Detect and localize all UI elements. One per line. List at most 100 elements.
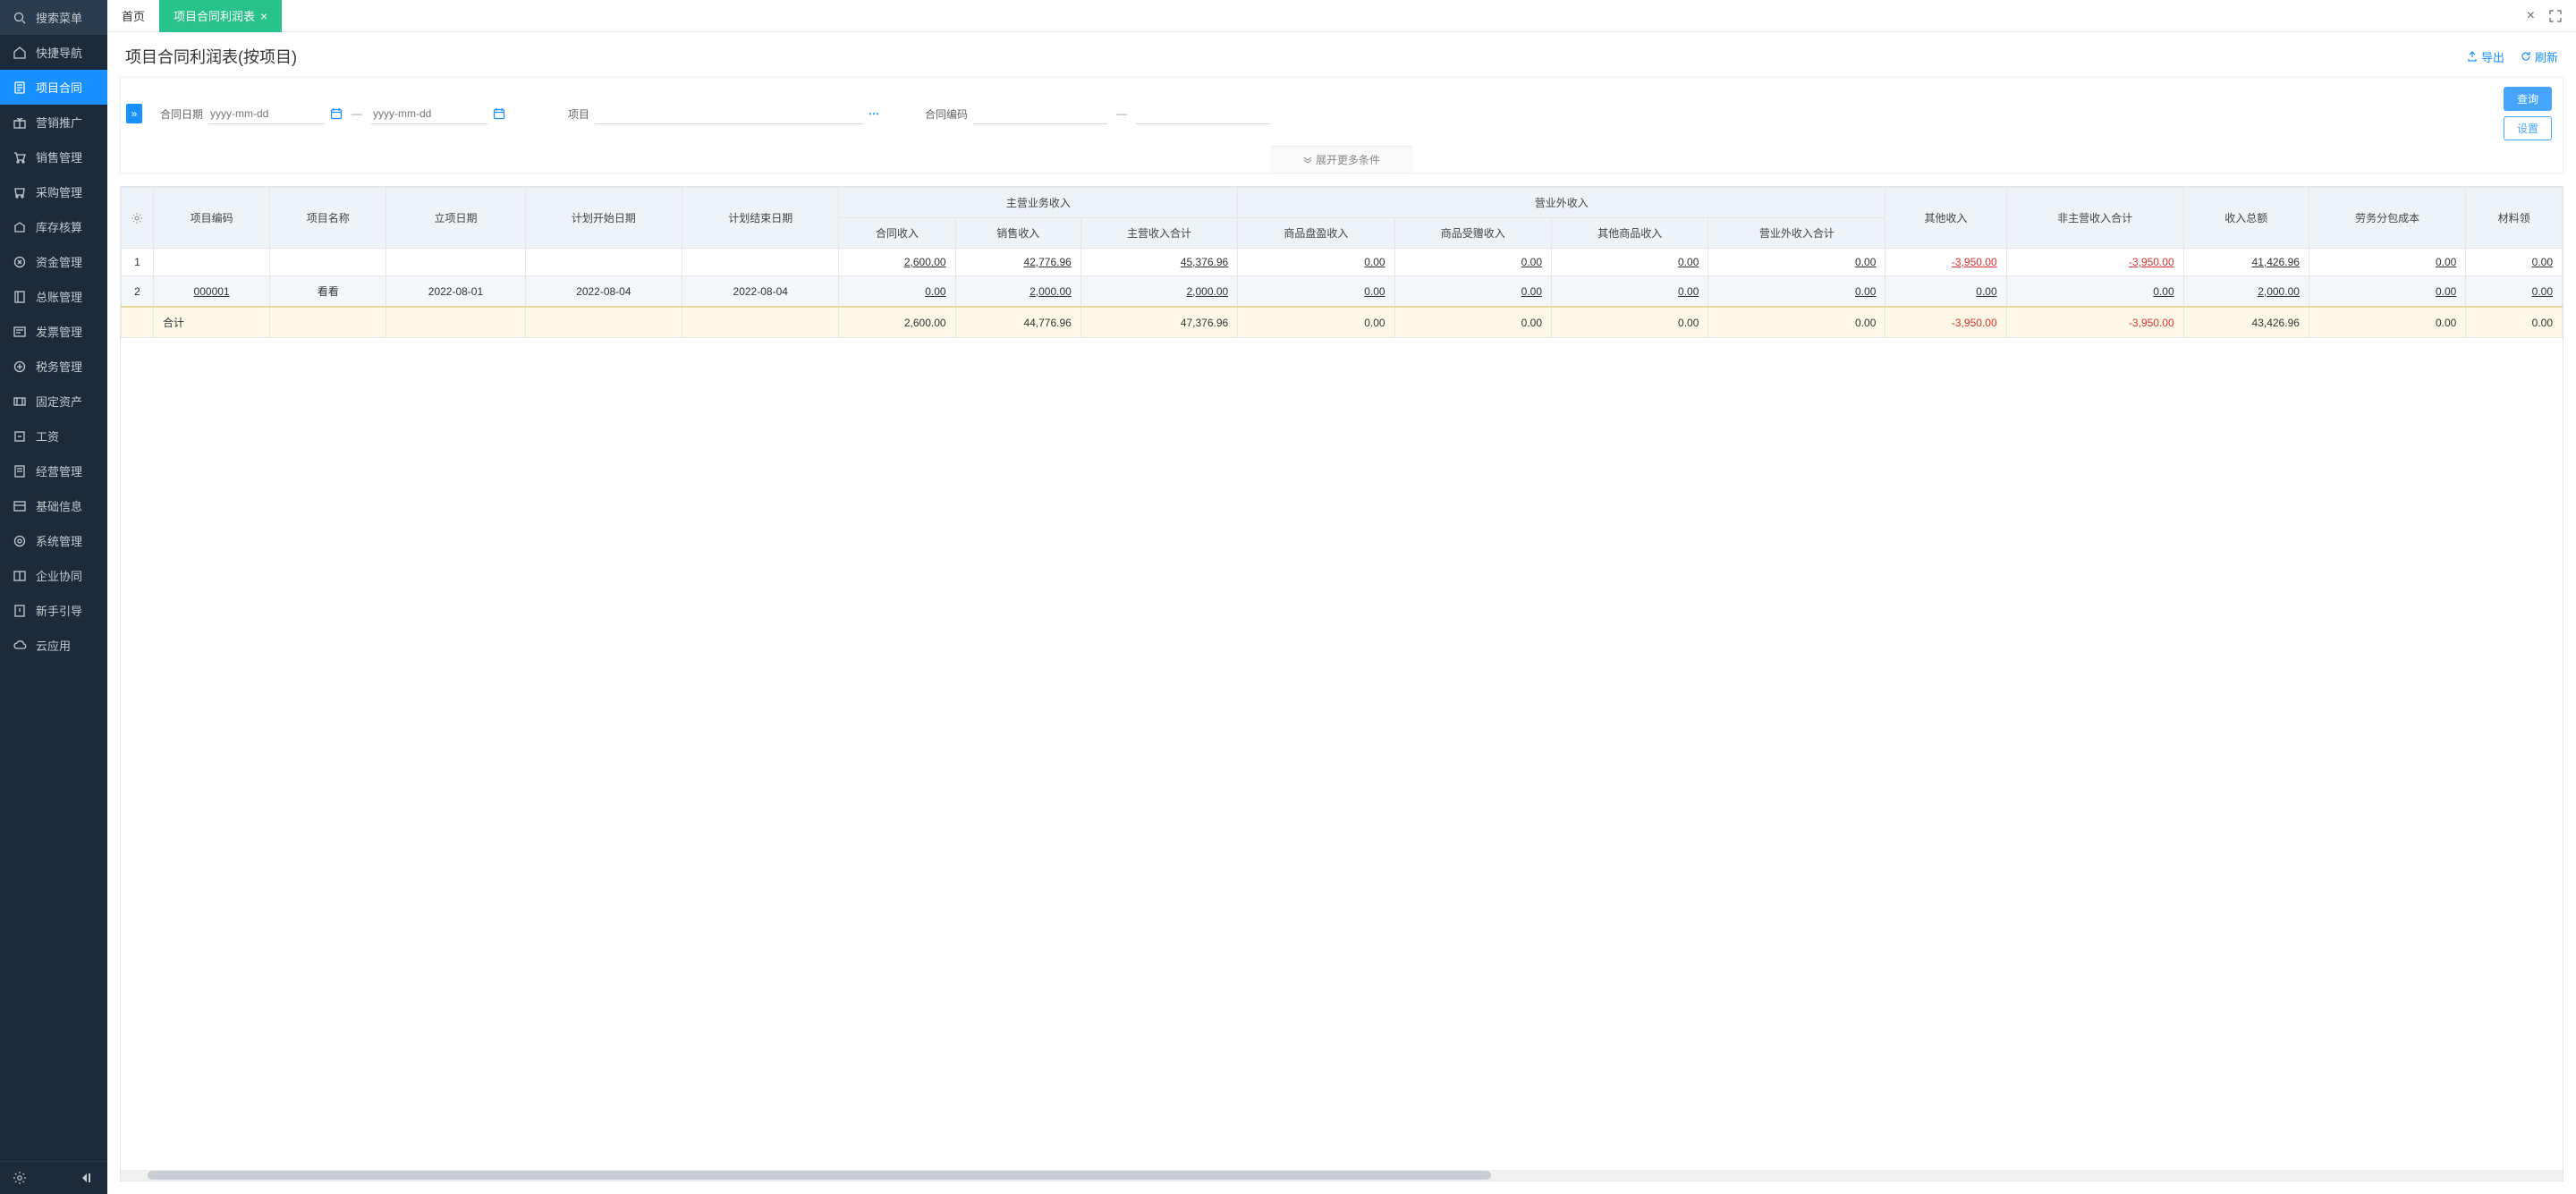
- cell-link[interactable]: 2,600.00: [904, 256, 946, 268]
- sidebar-item-0[interactable]: 搜索菜单: [0, 0, 107, 35]
- expand-filters-button[interactable]: 展开更多条件: [1270, 146, 1413, 173]
- code-to-input[interactable]: [1136, 104, 1270, 124]
- sidebar-item-10[interactable]: 税务管理: [0, 349, 107, 384]
- cell-link[interactable]: 0.00: [925, 285, 945, 298]
- guide-icon: [13, 604, 27, 618]
- sidebar-item-9[interactable]: 发票管理: [0, 314, 107, 349]
- cell-link[interactable]: 0.00: [1855, 285, 1876, 298]
- cell-link[interactable]: 0.00: [1855, 256, 1876, 268]
- th-material[interactable]: 材料领: [2466, 188, 2563, 249]
- th-other-income[interactable]: 其他收入: [1885, 188, 2006, 249]
- date-from-input[interactable]: [208, 104, 325, 124]
- cloud-icon: [13, 639, 27, 653]
- sidebar-item-2[interactable]: 项目合同: [0, 70, 107, 105]
- sidebar-item-14[interactable]: 基础信息: [0, 488, 107, 523]
- sidebar-item-8[interactable]: 总账管理: [0, 279, 107, 314]
- calendar-icon[interactable]: [493, 107, 505, 120]
- th-contract-rev[interactable]: 合同收入: [839, 218, 955, 249]
- sidebar-item-3[interactable]: 营销推广: [0, 105, 107, 140]
- table-row[interactable]: 2000001看看2022-08-012022-08-042022-08-040…: [122, 276, 2563, 308]
- sidebar-item-15[interactable]: 系统管理: [0, 523, 107, 558]
- gear-column-header[interactable]: [122, 188, 154, 249]
- th-group-other-rev: 营业外收入: [1238, 188, 1885, 218]
- sidebar-item-17[interactable]: 新手引导: [0, 593, 107, 628]
- th-goods-surplus[interactable]: 商品盘盈收入: [1238, 218, 1394, 249]
- tab-active-label: 项目合同利润表: [174, 7, 255, 24]
- export-button[interactable]: 导出: [2467, 48, 2504, 65]
- settings-icon[interactable]: [13, 1171, 27, 1185]
- project-lookup-icon[interactable]: ⋯: [869, 107, 880, 120]
- table-cell: [525, 249, 682, 276]
- cell-link[interactable]: 0.00: [1521, 256, 1542, 268]
- table-footer-row: 合计 2,600.00 44,776.96 47,376.96 0.00 0.0…: [122, 307, 2563, 338]
- table-cell: -3,950.00: [2006, 249, 2183, 276]
- table-cell: 0.00: [2006, 276, 2183, 308]
- th-proj-code[interactable]: 项目编码: [154, 188, 270, 249]
- tab-active[interactable]: 项目合同利润表 ×: [159, 0, 282, 32]
- cell-link[interactable]: 0.00: [1678, 285, 1699, 298]
- refresh-button[interactable]: 刷新: [2521, 48, 2558, 65]
- th-nonop-total[interactable]: 营业外收入合计: [1708, 218, 1885, 249]
- cell-link[interactable]: 0.00: [2436, 285, 2456, 298]
- sidebar-item-13[interactable]: 经营管理: [0, 453, 107, 488]
- sidebar-item-1[interactable]: 快捷导航: [0, 35, 107, 70]
- cell-link[interactable]: 0.00: [1521, 285, 1542, 298]
- cell-link[interactable]: 0.00: [1364, 285, 1385, 298]
- th-other-goods[interactable]: 其他商品收入: [1552, 218, 1708, 249]
- th-labor-cost[interactable]: 劳务分包成本: [2309, 188, 2465, 249]
- footer-contract-rev: 2,600.00: [839, 307, 955, 338]
- date-to-input[interactable]: [371, 104, 487, 124]
- cell-link[interactable]: 2,000.00: [1030, 285, 1072, 298]
- sidebar-item-12[interactable]: 工资: [0, 419, 107, 453]
- cell-link[interactable]: 0.00: [2436, 256, 2456, 268]
- tab-close-icon[interactable]: ×: [260, 10, 267, 22]
- cell-link[interactable]: -3,950.00: [1952, 256, 1997, 268]
- calendar-icon[interactable]: [330, 107, 343, 120]
- filter-date-label: 合同日期: [160, 106, 203, 122]
- cell-link[interactable]: 000001: [194, 285, 230, 298]
- filter-collapse-icon[interactable]: »: [126, 104, 142, 123]
- fullscreen-icon[interactable]: [2542, 10, 2569, 22]
- cell-link[interactable]: 0.00: [2532, 256, 2553, 268]
- cell-link[interactable]: 42,776.96: [1023, 256, 1071, 268]
- cell-link[interactable]: 0.00: [2532, 285, 2553, 298]
- th-main-rev-total[interactable]: 主营收入合计: [1080, 218, 1237, 249]
- settings-button[interactable]: 设置: [2504, 116, 2552, 140]
- th-init-date[interactable]: 立项日期: [386, 188, 525, 249]
- th-proj-name[interactable]: 项目名称: [270, 188, 386, 249]
- cart-icon: [13, 150, 27, 165]
- project-input[interactable]: [595, 104, 863, 124]
- th-plan-start[interactable]: 计划开始日期: [525, 188, 682, 249]
- code-from-input[interactable]: [973, 104, 1107, 124]
- query-button[interactable]: 查询: [2504, 87, 2552, 111]
- sidebar-item-5[interactable]: 采购管理: [0, 174, 107, 209]
- sidebar-item-16[interactable]: 企业协同: [0, 558, 107, 593]
- collapse-icon[interactable]: [80, 1171, 95, 1185]
- table-cell: 41,426.96: [2183, 249, 2309, 276]
- th-nonmain-total[interactable]: 非主营收入合计: [2006, 188, 2183, 249]
- cell-link[interactable]: 41,426.96: [2252, 256, 2300, 268]
- th-sales-rev[interactable]: 销售收入: [955, 218, 1080, 249]
- table-row[interactable]: 12,600.0042,776.9645,376.960.000.000.000…: [122, 249, 2563, 276]
- sidebar-item-label: 快捷导航: [36, 44, 82, 61]
- th-plan-end[interactable]: 计划结束日期: [682, 188, 839, 249]
- sidebar-footer: [0, 1161, 107, 1194]
- tab-close-all-icon[interactable]: ×: [2520, 8, 2542, 24]
- cell-link[interactable]: -3,950.00: [2129, 256, 2174, 268]
- sidebar-item-6[interactable]: 库存核算: [0, 209, 107, 244]
- cell-link[interactable]: 2,000.00: [2258, 285, 2300, 298]
- tab-home[interactable]: 首页: [107, 0, 159, 32]
- th-goods-donate[interactable]: 商品受赠收入: [1394, 218, 1551, 249]
- cell-link[interactable]: 0.00: [1678, 256, 1699, 268]
- sidebar-item-18[interactable]: 云应用: [0, 628, 107, 663]
- th-total-income[interactable]: 收入总额: [2183, 188, 2309, 249]
- cell-link[interactable]: 45,376.96: [1181, 256, 1228, 268]
- cell-link[interactable]: 0.00: [1364, 256, 1385, 268]
- sidebar-item-11[interactable]: 固定资产: [0, 384, 107, 419]
- cell-link[interactable]: 0.00: [2153, 285, 2174, 298]
- horizontal-scrollbar[interactable]: [121, 1170, 2563, 1181]
- sidebar-item-4[interactable]: 销售管理: [0, 140, 107, 174]
- cell-link[interactable]: 2,000.00: [1187, 285, 1229, 298]
- sidebar-item-7[interactable]: 资金管理: [0, 244, 107, 279]
- cell-link[interactable]: 0.00: [1976, 285, 1996, 298]
